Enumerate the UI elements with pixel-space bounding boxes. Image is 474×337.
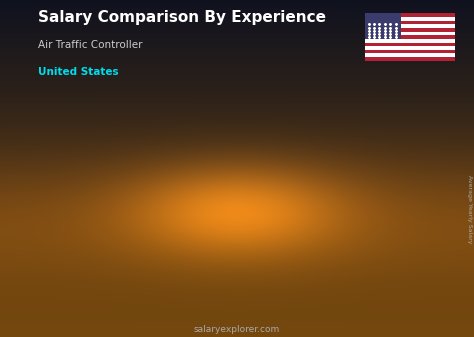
Polygon shape	[53, 232, 88, 238]
Polygon shape	[208, 178, 211, 293]
Text: 106,000 USD: 106,000 USD	[171, 188, 229, 197]
Text: salaryexplorer.com: salaryexplorer.com	[194, 325, 280, 334]
Text: Air Traffic Controller: Air Traffic Controller	[38, 40, 142, 51]
Bar	[365, 50, 455, 53]
Text: 152,000 USD: 152,000 USD	[360, 141, 418, 150]
Polygon shape	[238, 154, 273, 160]
Bar	[53, 238, 85, 293]
Bar	[365, 35, 455, 39]
Polygon shape	[300, 142, 335, 148]
Bar	[365, 39, 455, 42]
Bar	[238, 160, 270, 293]
Text: 129,000 USD: 129,000 USD	[233, 164, 291, 173]
Polygon shape	[114, 214, 150, 219]
Text: +9%: +9%	[267, 116, 297, 129]
Bar	[365, 53, 455, 57]
Text: +8%: +8%	[328, 104, 358, 117]
Text: 141,000 USD: 141,000 USD	[298, 152, 356, 161]
Polygon shape	[393, 131, 397, 293]
Bar	[114, 219, 146, 293]
Polygon shape	[146, 214, 150, 293]
Text: 71,600 USD: 71,600 USD	[109, 223, 162, 233]
Bar	[365, 24, 455, 28]
Text: 53,600 USD: 53,600 USD	[48, 242, 100, 251]
Text: +34%: +34%	[78, 187, 116, 200]
Polygon shape	[361, 131, 397, 136]
Bar	[361, 136, 393, 293]
Bar	[176, 184, 208, 293]
Polygon shape	[332, 142, 335, 293]
Polygon shape	[176, 178, 211, 184]
Bar	[300, 148, 332, 293]
Text: +22%: +22%	[201, 128, 239, 141]
Bar	[365, 57, 455, 61]
Bar	[365, 13, 455, 17]
Bar	[365, 13, 401, 39]
Bar	[365, 46, 455, 50]
Text: United States: United States	[38, 67, 118, 78]
Bar	[365, 32, 455, 35]
Bar	[365, 28, 455, 32]
Polygon shape	[270, 154, 273, 293]
Bar	[365, 21, 455, 24]
Text: +48%: +48%	[139, 152, 177, 165]
Text: Average Yearly Salary: Average Yearly Salary	[466, 175, 472, 243]
Polygon shape	[85, 232, 88, 293]
Text: Salary Comparison By Experience: Salary Comparison By Experience	[38, 10, 326, 25]
Bar	[365, 17, 455, 21]
Bar	[365, 42, 455, 46]
